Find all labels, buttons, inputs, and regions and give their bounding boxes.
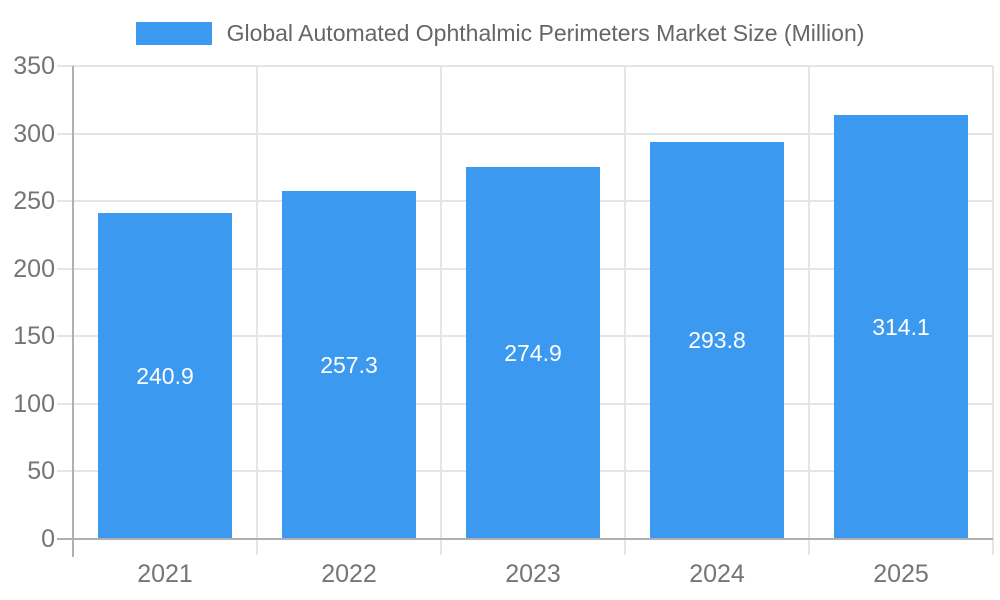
v-gridline [440, 66, 442, 555]
v-gridline [808, 66, 810, 555]
bar-value-label: 314.1 [872, 313, 930, 340]
y-tick-label: 250 [13, 187, 55, 216]
chart-title: Global Automated Ophthalmic Perimeters M… [226, 20, 865, 46]
y-tick-label: 300 [13, 119, 55, 148]
y-tick-label: 350 [13, 52, 55, 80]
x-tick-label: 2023 [505, 560, 561, 588]
y-tick-label: 200 [13, 254, 55, 283]
bar [282, 191, 416, 539]
y-tick-label: 50 [27, 457, 55, 486]
y-tick-label: 150 [13, 322, 55, 351]
bar-value-label: 240.9 [136, 363, 194, 390]
legend-swatch [135, 22, 212, 45]
v-gridline [992, 66, 994, 555]
y-tick-label: 0 [41, 525, 55, 553]
y-axis-line [72, 66, 74, 557]
bar-value-label: 274.9 [504, 340, 562, 367]
h-gridline [57, 65, 993, 67]
bar-value-label: 257.3 [320, 352, 378, 379]
h-gridline [57, 132, 993, 135]
bar [650, 141, 784, 539]
bar [98, 213, 232, 539]
v-gridline [624, 66, 626, 555]
x-tick-label: 2025 [873, 560, 929, 588]
chart-legend: Global Automated Ophthalmic Perimeters M… [0, 22, 1000, 45]
x-axis-line [57, 538, 993, 540]
x-tick-label: 2024 [689, 560, 745, 588]
x-tick-label: 2021 [137, 560, 193, 588]
v-gridline [256, 66, 258, 555]
y-tick-label: 100 [13, 389, 55, 418]
bar-value-label: 293.8 [688, 327, 746, 354]
bar [834, 114, 968, 539]
x-tick-label: 2022 [321, 560, 377, 588]
bar [466, 167, 600, 539]
